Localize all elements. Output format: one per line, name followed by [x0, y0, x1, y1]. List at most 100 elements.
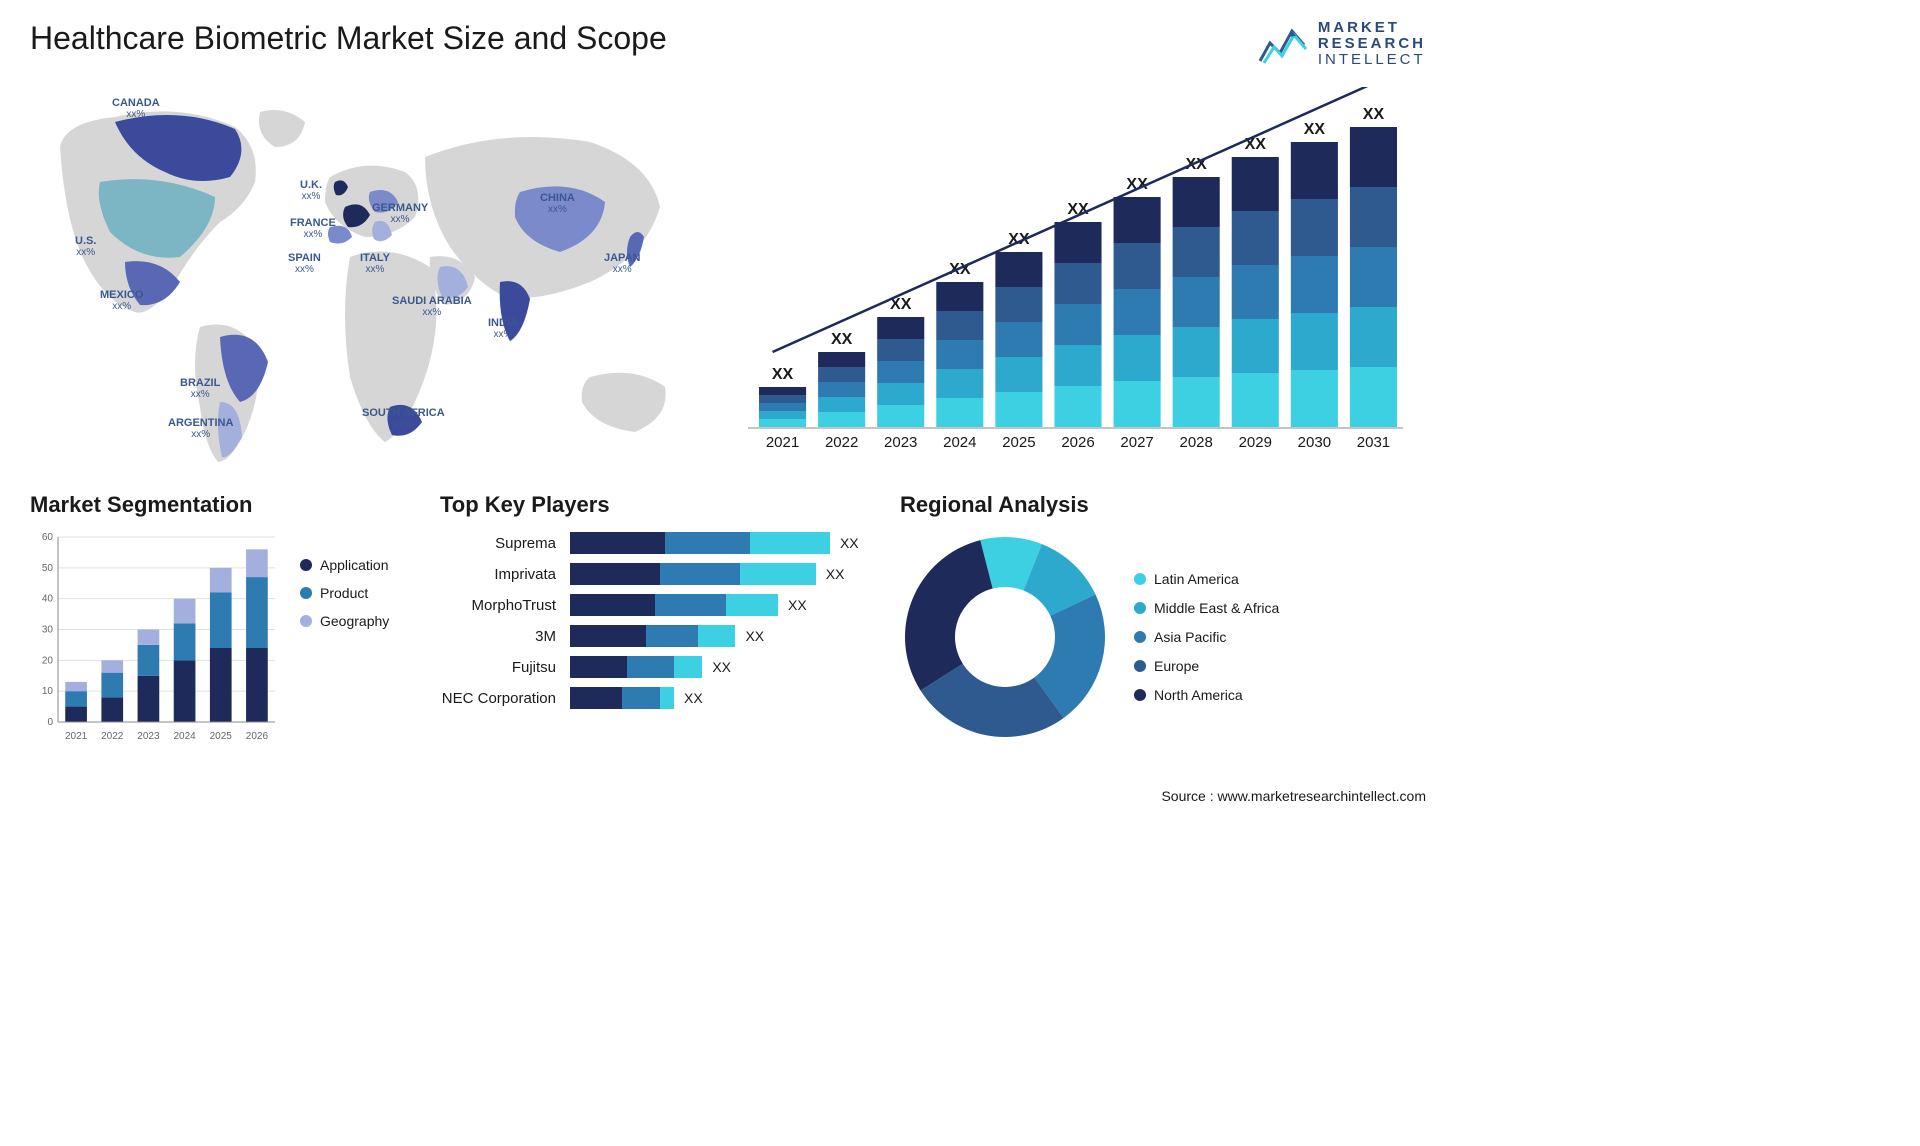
svg-text:2026: 2026: [246, 731, 269, 742]
player-bar-segment: [655, 594, 726, 616]
map-label-mexico: MEXICOxx%: [100, 289, 143, 312]
player-bar: [570, 532, 830, 554]
legend-label: Application: [320, 557, 389, 573]
map-label-india: INDIAxx%: [488, 317, 518, 340]
map-label-south-africa: SOUTH AFRICAxx%: [362, 407, 445, 430]
player-bar-segment: [646, 625, 698, 647]
logo-mark-icon: [1258, 23, 1310, 65]
regional-legend-item: Latin America: [1134, 571, 1279, 587]
legend-dot-icon: [300, 615, 312, 627]
logo-text-1: MARKET: [1318, 20, 1426, 36]
svg-text:2022: 2022: [101, 731, 124, 742]
svg-text:2030: 2030: [1298, 434, 1331, 451]
player-bar-segment: [570, 687, 622, 709]
player-bar: [570, 594, 778, 616]
svg-text:XX: XX: [1304, 121, 1326, 138]
svg-text:10: 10: [42, 686, 54, 697]
legend-label: Asia Pacific: [1154, 629, 1226, 645]
player-value: XX: [788, 597, 807, 613]
player-value: XX: [684, 690, 703, 706]
svg-text:2021: 2021: [766, 434, 799, 451]
logo-text-2: RESEARCH: [1318, 36, 1426, 52]
map-label-france: FRANCExx%: [290, 217, 336, 240]
player-bar: [570, 625, 735, 647]
player-bar: [570, 687, 674, 709]
svg-text:60: 60: [42, 532, 54, 543]
player-value: XX: [826, 566, 845, 582]
regional-legend: Latin America Middle East & Africa Asia Pa…: [1134, 571, 1279, 703]
regional-legend-item: Europe: [1134, 658, 1279, 674]
player-bar-segment: [740, 563, 816, 585]
map-label-china: CHINAxx%: [540, 192, 575, 215]
svg-text:2025: 2025: [1002, 434, 1035, 451]
svg-text:2026: 2026: [1061, 434, 1094, 451]
regional-donut-svg: [900, 532, 1110, 742]
player-bar-segment: [674, 656, 702, 678]
regional-legend-item: North America: [1134, 687, 1279, 703]
svg-text:XX: XX: [831, 331, 853, 348]
players-panel: Top Key Players SupremaXXImprivataXXMorp…: [440, 492, 870, 747]
player-row: ImprivataXX: [440, 563, 870, 585]
regional-panel: Regional Analysis Latin America Middle Ea…: [900, 492, 1426, 747]
player-bar-segment: [570, 625, 646, 647]
svg-text:2028: 2028: [1179, 434, 1212, 451]
world-map-panel: CANADAxx%U.S.xx%MEXICOxx%BRAZILxx%ARGENT…: [30, 87, 690, 467]
segmentation-title: Market Segmentation: [30, 492, 410, 518]
legend-label: Middle East & Africa: [1154, 600, 1279, 616]
player-row: MorphoTrustXX: [440, 594, 870, 616]
footer-source: Source : www.marketresearchintellect.com: [1161, 788, 1426, 804]
legend-dot-icon: [1134, 689, 1146, 701]
legend-dot-icon: [300, 587, 312, 599]
segmentation-chart-svg: 0102030405060202120222023202420252026: [30, 532, 280, 747]
svg-text:2025: 2025: [210, 731, 233, 742]
segmentation-legend: Application Product Geography: [300, 532, 389, 747]
svg-text:2024: 2024: [943, 434, 976, 451]
map-label-u-s-: U.S.xx%: [75, 235, 96, 258]
player-name: NEC Corporation: [440, 690, 570, 707]
legend-dot-icon: [1134, 602, 1146, 614]
svg-text:0: 0: [47, 717, 53, 728]
map-label-canada: CANADAxx%: [112, 97, 160, 120]
svg-text:40: 40: [42, 594, 54, 605]
legend-label: Geography: [320, 613, 389, 629]
svg-text:XX: XX: [1363, 106, 1385, 123]
map-label-u-k-: U.K.xx%: [300, 179, 322, 202]
map-label-germany: GERMANYxx%: [372, 202, 428, 225]
svg-text:2027: 2027: [1120, 434, 1153, 451]
regional-legend-item: Asia Pacific: [1134, 629, 1279, 645]
player-bar-segment: [570, 563, 660, 585]
segmentation-legend-item: Product: [300, 585, 389, 601]
svg-text:2023: 2023: [884, 434, 917, 451]
players-list: SupremaXXImprivataXXMorphoTrustXX3MXXFuj…: [440, 532, 870, 709]
legend-dot-icon: [300, 559, 312, 571]
map-label-spain: SPAINxx%: [288, 252, 321, 275]
player-bar-segment: [660, 687, 674, 709]
svg-text:2022: 2022: [825, 434, 858, 451]
svg-text:2029: 2029: [1239, 434, 1272, 451]
player-bar-segment: [660, 563, 740, 585]
player-bar-segment: [750, 532, 830, 554]
svg-text:2024: 2024: [173, 731, 196, 742]
player-bar: [570, 563, 816, 585]
player-value: XX: [712, 659, 731, 675]
legend-label: Latin America: [1154, 571, 1239, 587]
map-label-italy: ITALYxx%: [360, 252, 390, 275]
player-value: XX: [745, 628, 764, 644]
svg-text:50: 50: [42, 563, 54, 574]
map-label-japan: JAPANxx%: [604, 252, 640, 275]
svg-text:20: 20: [42, 656, 54, 667]
map-label-brazil: BRAZILxx%: [180, 377, 220, 400]
svg-text:30: 30: [42, 625, 54, 636]
page-title: Healthcare Biometric Market Size and Sco…: [30, 20, 667, 57]
player-value: XX: [840, 535, 859, 551]
regional-title: Regional Analysis: [900, 492, 1426, 518]
player-name: Suprema: [440, 535, 570, 552]
forecast-chart-svg: XXXXXXXXXXXXXXXXXXXXXX 20212022202320242…: [720, 87, 1426, 467]
player-bar-segment: [570, 656, 627, 678]
player-bar-segment: [665, 532, 750, 554]
player-row: Suprema XX: [440, 532, 870, 554]
world-map-svg: [30, 87, 690, 467]
player-bar-segment: [622, 687, 660, 709]
player-name: 3M: [440, 628, 570, 645]
regional-legend-item: Middle East & Africa: [1134, 600, 1279, 616]
